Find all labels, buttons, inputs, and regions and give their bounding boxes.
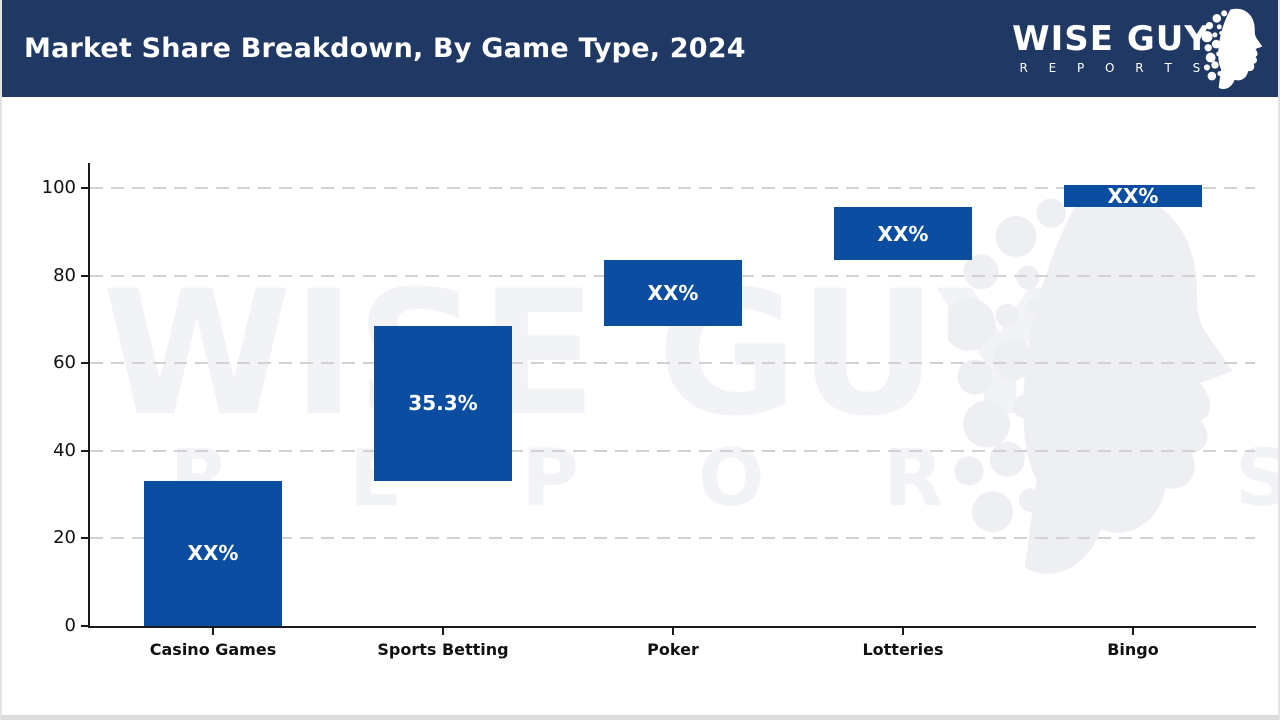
bar-label: XX% bbox=[187, 541, 239, 566]
bar: XX% bbox=[144, 480, 282, 626]
bar-label: XX% bbox=[647, 281, 699, 306]
gridline bbox=[90, 362, 1255, 365]
y-tick bbox=[81, 625, 90, 627]
bar-label: XX% bbox=[1107, 184, 1159, 209]
y-tick-label: 20 bbox=[53, 527, 76, 549]
x-tick bbox=[212, 628, 214, 635]
y-tick bbox=[81, 537, 90, 540]
brand-logo: WISE GUY R E P O R T S bbox=[1012, 6, 1266, 92]
gridline bbox=[90, 449, 1255, 452]
y-tick-label: 100 bbox=[41, 177, 76, 198]
y-tick bbox=[81, 274, 90, 277]
bottom-border bbox=[2, 715, 1278, 720]
y-tick bbox=[81, 362, 90, 365]
bar-label: XX% bbox=[877, 221, 929, 246]
x-tick bbox=[902, 628, 904, 635]
x-tick-label: Bingo bbox=[1107, 640, 1159, 659]
x-axis bbox=[88, 626, 1256, 628]
page-title: Market Share Breakdown, By Game Type, 20… bbox=[24, 33, 746, 64]
x-tick bbox=[442, 628, 444, 635]
x-tick bbox=[672, 628, 674, 635]
gridline bbox=[90, 187, 1255, 189]
x-tick-label: Sports Betting bbox=[377, 640, 509, 659]
bar: XX% bbox=[834, 207, 972, 261]
brand-head-icon bbox=[1202, 8, 1263, 89]
gridline bbox=[90, 537, 1255, 540]
y-axis bbox=[88, 163, 90, 628]
y-tick-label: 60 bbox=[53, 352, 76, 374]
brand-subtitle: R E P O R T S bbox=[1019, 61, 1209, 75]
y-tick-label: 80 bbox=[53, 264, 76, 286]
x-tick-label: Lotteries bbox=[862, 640, 944, 659]
bar-label: 35.3% bbox=[408, 391, 478, 416]
header: Market Share Breakdown, By Game Type, 20… bbox=[2, 0, 1278, 97]
y-tick-label: 0 bbox=[64, 615, 76, 636]
x-tick-label: Poker bbox=[647, 640, 699, 659]
bar: 35.3% bbox=[374, 325, 512, 481]
brand-logo-text: WISE GUY R E P O R T S bbox=[1012, 22, 1210, 75]
y-tick bbox=[81, 187, 90, 189]
y-tick-label: 40 bbox=[53, 439, 76, 461]
brand-name: WISE GUY bbox=[1012, 19, 1210, 59]
bar: XX% bbox=[604, 260, 742, 326]
x-tick bbox=[1132, 628, 1134, 635]
y-tick bbox=[81, 449, 90, 452]
x-tick-label: Casino Games bbox=[149, 640, 277, 659]
bar: XX% bbox=[1064, 184, 1202, 209]
